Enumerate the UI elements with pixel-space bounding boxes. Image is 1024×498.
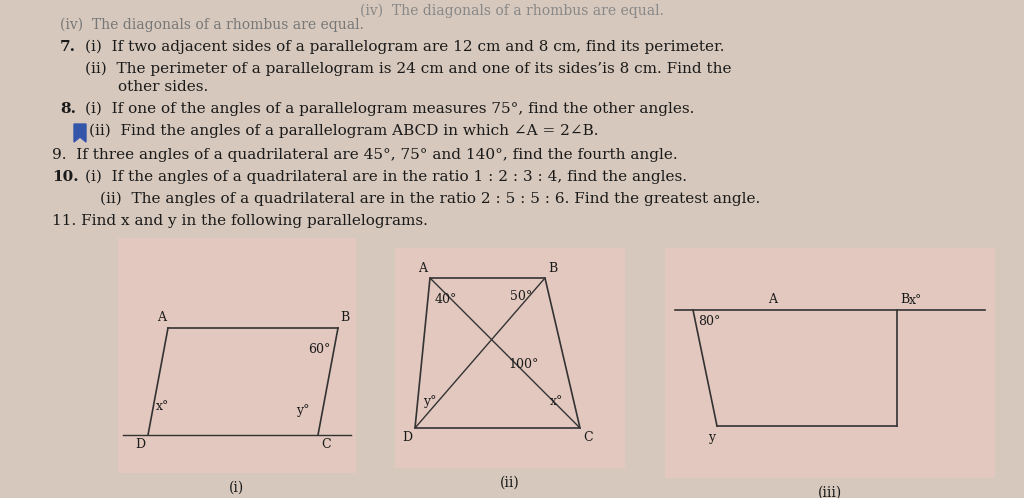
Polygon shape — [665, 248, 995, 478]
Polygon shape — [118, 238, 356, 473]
Text: 100°: 100° — [508, 358, 539, 371]
Text: (iii): (iii) — [818, 486, 842, 498]
Text: 80°: 80° — [698, 315, 720, 328]
Text: (ii)  The perimeter of a parallelogram is 24 cm and one of its sides’is 8 cm. Fi: (ii) The perimeter of a parallelogram is… — [85, 62, 731, 76]
Text: 8.: 8. — [60, 102, 76, 116]
Text: 11. Find x and y in the following parallelograms.: 11. Find x and y in the following parall… — [52, 214, 428, 228]
Text: 9.  If three angles of a quadrilateral are 45°, 75° and 140°, find the fourth an: 9. If three angles of a quadrilateral ar… — [52, 148, 678, 162]
Text: (iv)  The diagonals of a rhombus are equal.: (iv) The diagonals of a rhombus are equa… — [60, 18, 364, 32]
Text: other sides.: other sides. — [118, 80, 208, 94]
Polygon shape — [395, 248, 625, 468]
Text: C: C — [583, 431, 593, 444]
Text: (ii): (ii) — [500, 476, 520, 490]
Text: x°: x° — [909, 294, 923, 307]
Text: y: y — [709, 431, 716, 444]
Text: 10.: 10. — [52, 170, 79, 184]
Text: (i)  If one of the angles of a parallelogram measures 75°, find the other angles: (i) If one of the angles of a parallelog… — [85, 102, 694, 117]
Text: A: A — [418, 262, 427, 275]
Text: 7.: 7. — [60, 40, 76, 54]
Text: (i)  If two adjacent sides of a parallelogram are 12 cm and 8 cm, find its perim: (i) If two adjacent sides of a parallelo… — [85, 40, 725, 54]
Text: 50°: 50° — [510, 290, 532, 303]
Text: A: A — [768, 293, 777, 306]
Text: B: B — [340, 311, 349, 324]
Text: (ii)  The angles of a quadrilateral are in the ratio 2 : 5 : 5 : 6. Find the gre: (ii) The angles of a quadrilateral are i… — [100, 192, 760, 206]
Text: 40°: 40° — [435, 293, 458, 306]
Text: C: C — [321, 438, 331, 451]
Text: (i): (i) — [229, 481, 245, 495]
Text: A: A — [157, 311, 166, 324]
Text: 60°: 60° — [308, 343, 331, 356]
Text: x°: x° — [550, 395, 563, 408]
Text: D: D — [401, 431, 412, 444]
Text: (iv)  The diagonals of a rhombus are equal.: (iv) The diagonals of a rhombus are equa… — [360, 4, 664, 18]
Text: x°: x° — [156, 400, 169, 413]
Text: y°: y° — [423, 395, 436, 408]
Polygon shape — [74, 124, 86, 142]
Text: (i)  If the angles of a quadrilateral are in the ratio 1 : 2 : 3 : 4, find the a: (i) If the angles of a quadrilateral are… — [85, 170, 687, 184]
Text: y°: y° — [296, 404, 309, 417]
Text: B: B — [548, 262, 557, 275]
Text: D: D — [135, 438, 145, 451]
Text: B: B — [900, 293, 909, 306]
Text: (ii)  Find the angles of a parallelogram ABCD in which ∠A = 2∠B.: (ii) Find the angles of a parallelogram … — [89, 124, 598, 138]
